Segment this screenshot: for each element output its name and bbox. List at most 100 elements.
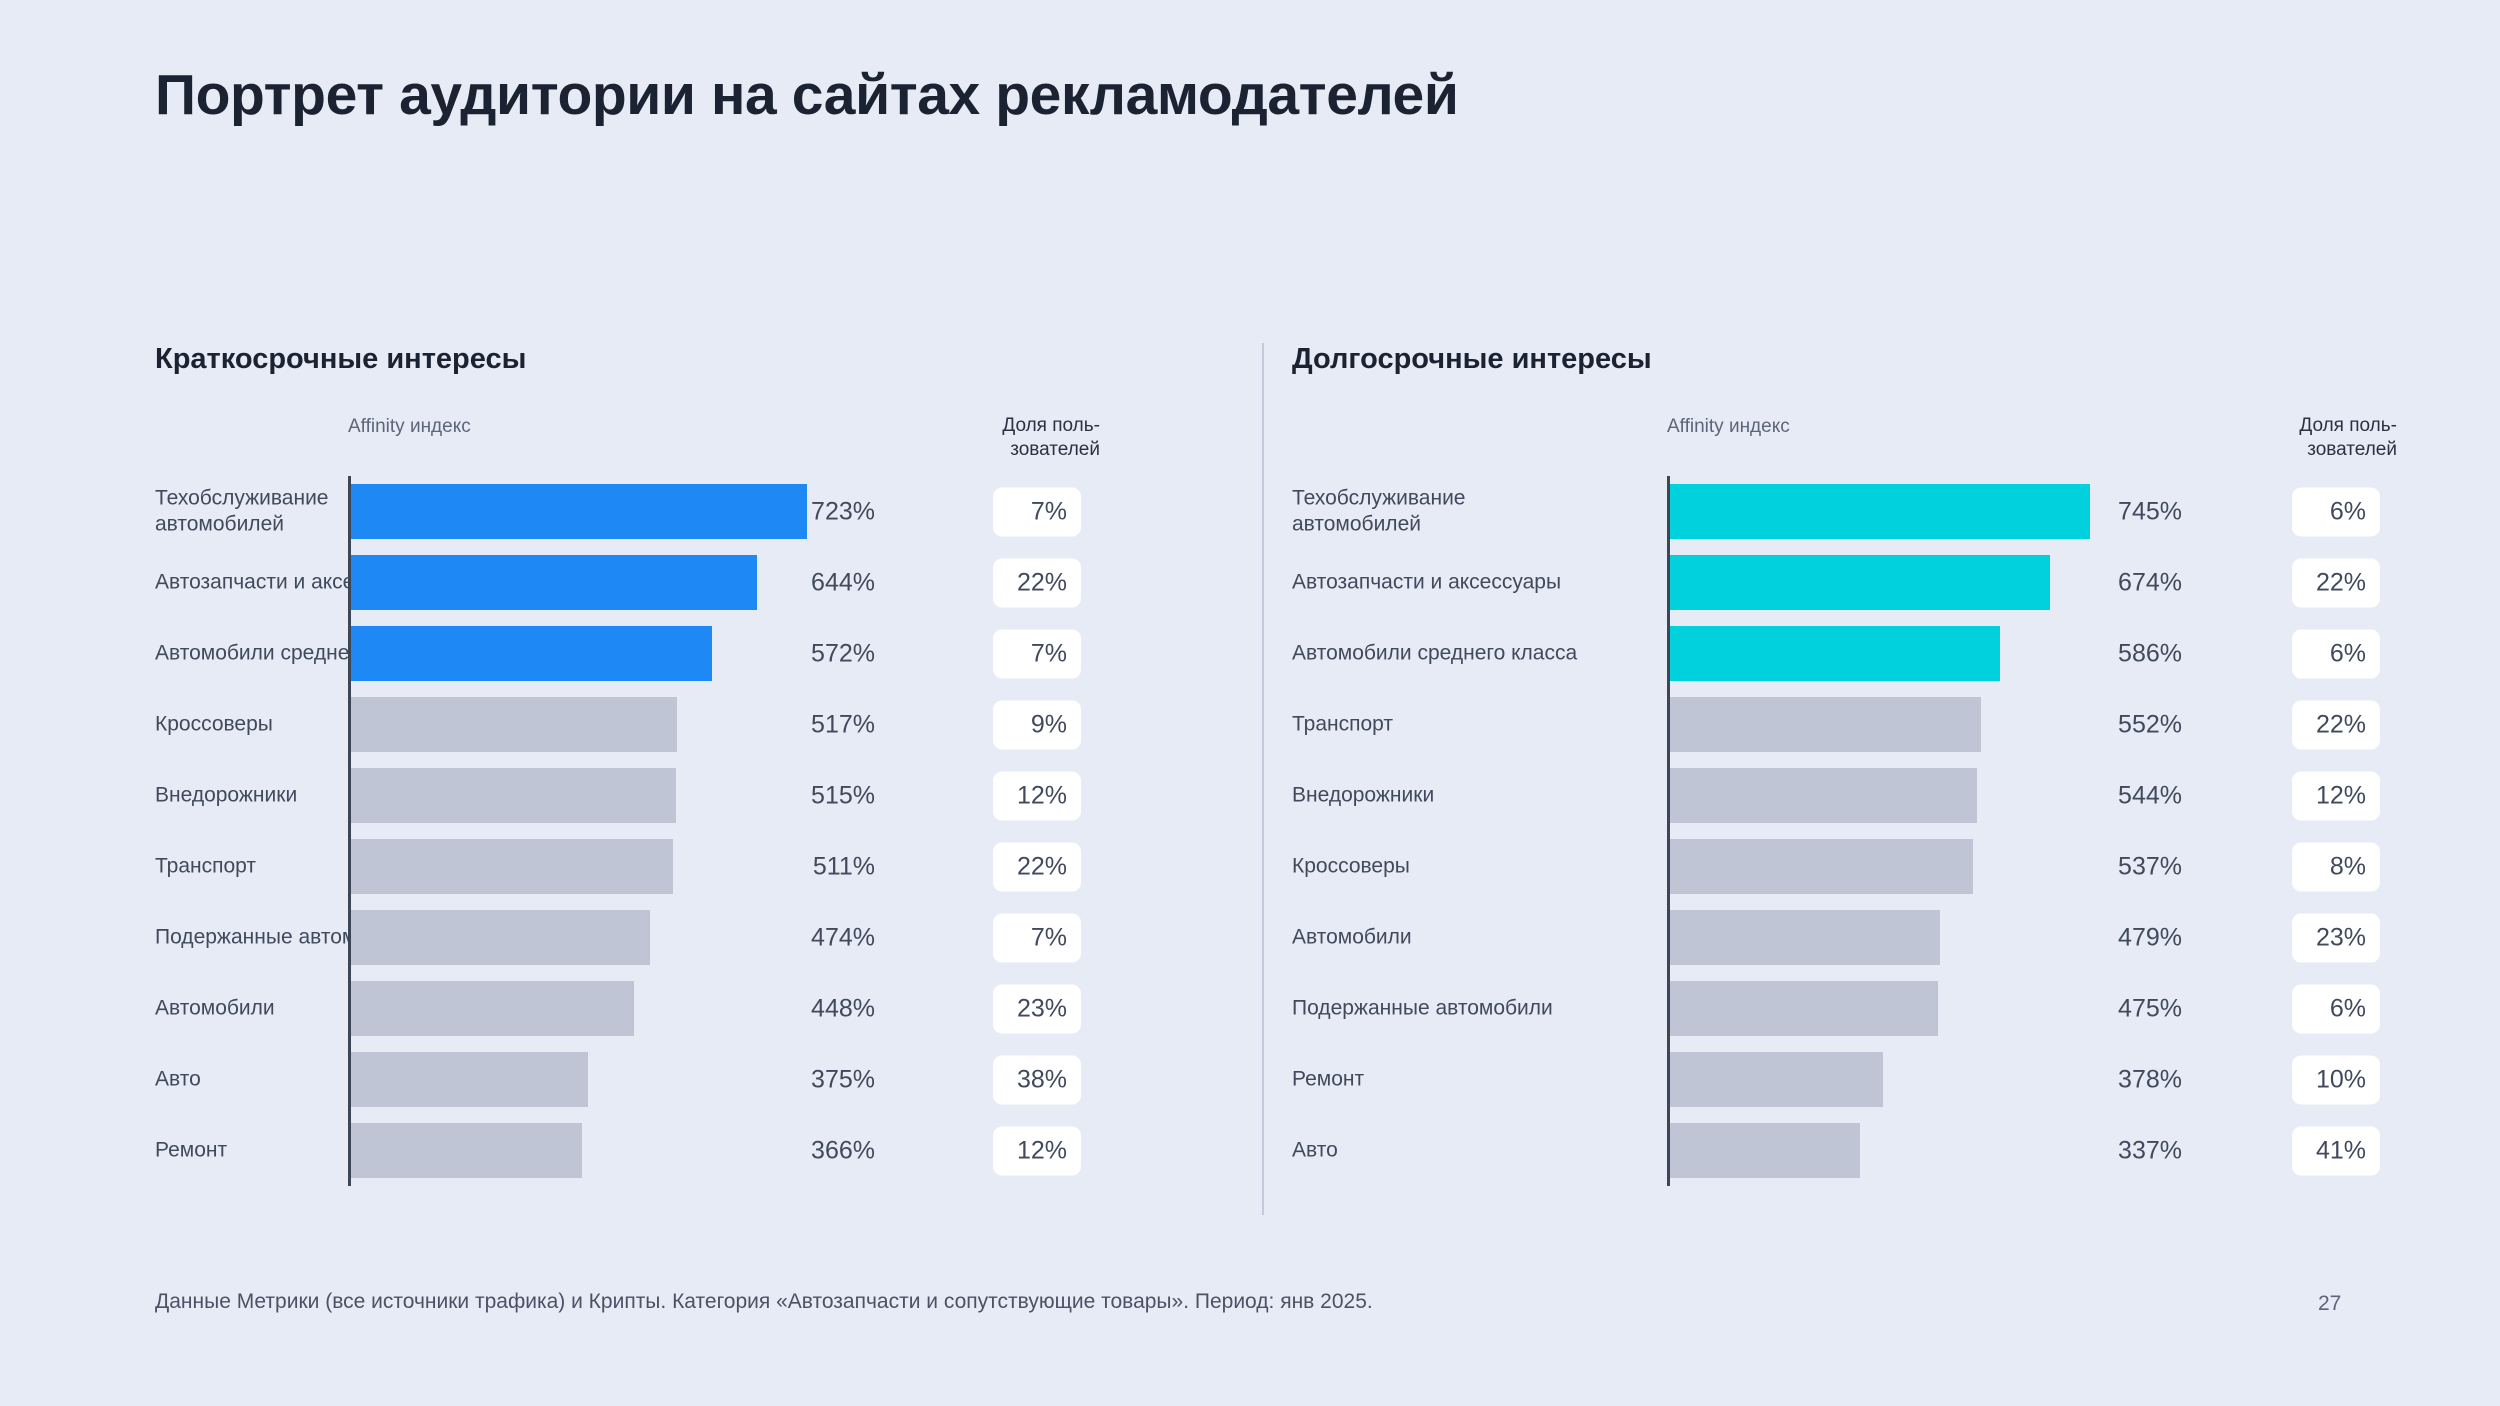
axis-line xyxy=(348,547,351,618)
page-number: 27 xyxy=(2318,1292,2342,1315)
category-label: Автозапчасти и аксессуары xyxy=(1292,570,1562,594)
affinity-value: 517% xyxy=(811,710,875,738)
category-label: Авто xyxy=(1292,1138,1338,1162)
bar xyxy=(1670,981,1938,1036)
chart-row: Внедорожники 544% 12% xyxy=(1292,760,2380,831)
footnote: Данные Метрики (все источники трафика) и… xyxy=(155,1290,1373,1313)
bar-track xyxy=(1667,1044,2087,1115)
axis-line xyxy=(1667,689,1670,760)
axis-line xyxy=(1667,547,1670,618)
category-label: Ремонт xyxy=(155,1138,228,1162)
affinity-value: 475% xyxy=(2118,994,2182,1022)
chart-rows-short-term: Техобслуживание автомобилей 723% 7% Автозап… xyxy=(155,476,1081,1186)
chart-row: Автомобили 448% 23% xyxy=(155,973,1081,1044)
bar-track xyxy=(348,973,818,1044)
axis-line xyxy=(348,1115,351,1186)
affinity-value: 448% xyxy=(811,994,875,1022)
chart-row: Техобслуживание автомобилей 723% 7% xyxy=(155,476,1081,547)
affinity-value: 479% xyxy=(2118,923,2182,951)
share-column-header: Доля поль- зователей xyxy=(2247,414,2397,463)
chart-row: Кроссоверы 537% 8% xyxy=(1292,831,2380,902)
affinity-column-header: Affinity индекс xyxy=(1667,416,1790,437)
panel-divider xyxy=(1262,343,1264,1215)
share-badge: 12% xyxy=(2292,771,2380,820)
chart-row: Авто 337% 41% xyxy=(1292,1115,2380,1186)
bar-track xyxy=(348,760,818,831)
share-badge: 8% xyxy=(2292,842,2380,891)
chart-row: Автозапчасти и аксессуары 674% 22% xyxy=(1292,547,2380,618)
bar-track xyxy=(348,1044,818,1115)
share-header-line2: зователей xyxy=(1010,439,1100,461)
axis-line xyxy=(1667,618,1670,689)
affinity-value: 515% xyxy=(811,781,875,809)
axis-line xyxy=(348,902,351,973)
bar xyxy=(351,981,634,1036)
category-label: Внедорожники xyxy=(155,783,298,807)
axis-line xyxy=(348,760,351,831)
bar xyxy=(1670,555,2050,610)
category-label: Внедорожники xyxy=(1292,783,1435,807)
category-label: Автомобили среднего класса xyxy=(1292,641,1578,665)
axis-line xyxy=(1667,760,1670,831)
share-badge: 22% xyxy=(2292,700,2380,749)
share-badge: 10% xyxy=(2292,1055,2380,1104)
share-badge: 7% xyxy=(993,487,1081,536)
category-label: Подержанные автомобили xyxy=(1292,996,1553,1020)
bar xyxy=(351,484,808,539)
bar xyxy=(351,697,678,752)
bar-track xyxy=(1667,689,2087,760)
category-label: Автомобили xyxy=(1292,925,1412,949)
chart-row: Автозапчасти и аксессуары 644% 22% xyxy=(155,547,1081,618)
chart-row: Внедорожники 515% 12% xyxy=(155,760,1081,831)
chart-row: Автомобили среднего класса 586% 6% xyxy=(1292,618,2380,689)
share-badge: 6% xyxy=(2292,984,2380,1033)
share-badge: 7% xyxy=(993,629,1081,678)
share-column-header: Доля поль- зователей xyxy=(950,414,1100,463)
bar-track xyxy=(348,476,818,547)
axis-line xyxy=(1667,1115,1670,1186)
category-label: Техобслуживание автомобилей xyxy=(155,485,329,536)
category-label: Транспорт xyxy=(155,854,256,878)
axis-line xyxy=(348,1044,351,1115)
affinity-value: 474% xyxy=(811,923,875,951)
share-badge: 7% xyxy=(993,913,1081,962)
chart-row: Ремонт 378% 10% xyxy=(1292,1044,2380,1115)
chart-panel-long-term: Долгосрочные интересы Affinity индекс До… xyxy=(1292,343,2397,1186)
chart-panel-short-term: Краткосрочные интересы Affinity индекс Д… xyxy=(155,343,1100,1186)
chart-rows-long-term: Техобслуживание автомобилей 745% 6% Автозап… xyxy=(1292,476,2380,1186)
chart-row: Автомобили 479% 23% xyxy=(1292,902,2380,973)
category-label: Автомобили xyxy=(155,996,275,1020)
share-badge: 22% xyxy=(2292,558,2380,607)
affinity-value: 644% xyxy=(811,568,875,596)
affinity-value: 745% xyxy=(2118,497,2182,525)
chart-row: Авто 375% 38% xyxy=(155,1044,1081,1115)
chart-row: Подержанные автомобили 475% 6% xyxy=(1292,973,2380,1044)
bar-track xyxy=(1667,902,2087,973)
bar xyxy=(1670,1123,1860,1178)
share-badge: 6% xyxy=(2292,487,2380,536)
column-headers-short-term: Affinity индекс Доля поль- зователей xyxy=(155,414,1100,476)
axis-line xyxy=(1667,973,1670,1044)
affinity-column-header: Affinity индекс xyxy=(348,416,471,437)
share-badge: 12% xyxy=(993,771,1081,820)
affinity-value: 537% xyxy=(2118,852,2182,880)
affinity-value: 674% xyxy=(2118,568,2182,596)
bar xyxy=(1670,768,1977,823)
bar xyxy=(351,1052,588,1107)
share-badge: 41% xyxy=(2292,1126,2380,1175)
bar-track xyxy=(348,902,818,973)
category-label: Кроссоверы xyxy=(155,712,273,736)
share-header-line1: Доля поль- xyxy=(2299,415,2397,436)
bar-track xyxy=(348,831,818,902)
bar xyxy=(1670,910,1941,965)
share-badge: 9% xyxy=(993,700,1081,749)
bar-track xyxy=(1667,973,2087,1044)
share-badge: 6% xyxy=(2292,629,2380,678)
bar-track xyxy=(348,618,818,689)
chart-row: Кроссоверы 517% 9% xyxy=(155,689,1081,760)
affinity-value: 366% xyxy=(811,1136,875,1164)
bar-track xyxy=(1667,1115,2087,1186)
bar xyxy=(351,1123,582,1178)
bar-track xyxy=(348,547,818,618)
